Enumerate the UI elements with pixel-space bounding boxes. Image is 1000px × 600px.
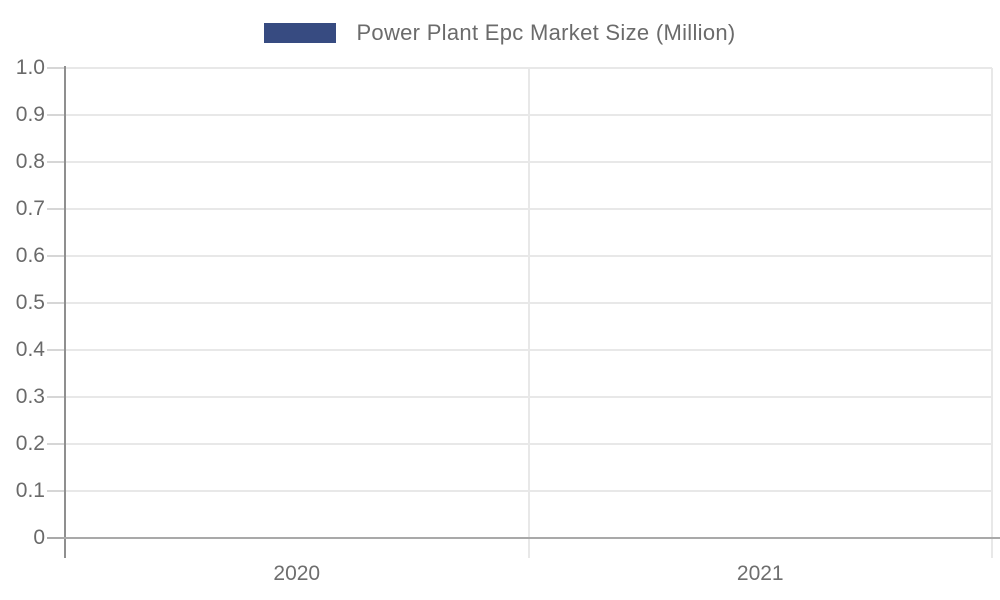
- y-axis-tick: [47, 302, 65, 304]
- y-axis-tick: [47, 161, 65, 163]
- x-grid-line: [991, 68, 993, 558]
- y-tick-label: 0.3: [15, 385, 45, 408]
- legend-swatch: [264, 23, 337, 43]
- y-tick-label: 0.9: [15, 103, 45, 126]
- x-axis-label: 2020: [273, 562, 321, 585]
- x-grid-line: [528, 68, 530, 558]
- y-axis-tick: [47, 67, 65, 69]
- y-tick-label: 0.8: [15, 150, 45, 173]
- x-axis-line: [47, 537, 1000, 539]
- y-tick-label: 0.7: [15, 197, 45, 220]
- y-axis-tick: [47, 443, 65, 445]
- y-tick-label: 1.0: [15, 56, 45, 79]
- y-axis-tick: [47, 349, 65, 351]
- y-axis-line: [64, 66, 66, 558]
- y-tick-label: 0.6: [15, 244, 45, 267]
- y-axis-tick: [47, 396, 65, 398]
- y-axis-tick: [47, 490, 65, 492]
- y-tick-label: 0.2: [15, 432, 45, 455]
- y-tick-label: 0.5: [15, 291, 45, 314]
- y-axis-tick: [47, 255, 65, 257]
- x-axis-label: 2021: [736, 562, 784, 585]
- legend[interactable]: Power Plant Epc Market Size (Million): [0, 20, 1000, 46]
- y-tick-label: 0: [33, 526, 45, 549]
- y-axis-tick: [47, 114, 65, 116]
- y-tick-label: 0.4: [15, 338, 45, 361]
- legend-series-label: Power Plant Epc Market Size (Million): [356, 20, 736, 45]
- y-tick-label: 0.1: [15, 479, 45, 502]
- y-axis-tick: [47, 208, 65, 210]
